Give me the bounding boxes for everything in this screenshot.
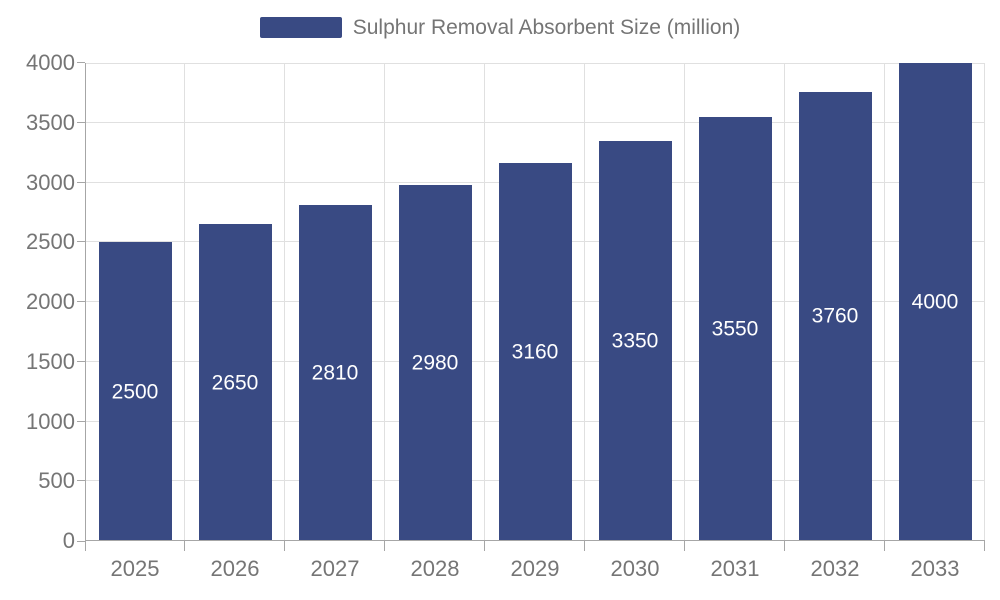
y-axis-label: 3500	[26, 109, 75, 135]
y-axis-tick	[77, 62, 85, 63]
y-axis-label: 2000	[26, 289, 75, 314]
v-gridline	[684, 63, 685, 541]
x-axis-tick	[85, 541, 86, 551]
legend-swatch	[259, 17, 342, 39]
y-axis-tick	[77, 241, 85, 243]
y-axis-tick	[77, 420, 85, 422]
x-axis-tick	[684, 541, 685, 551]
v-gridline	[184, 63, 185, 541]
bar-value-label: 2500	[111, 380, 159, 404]
bar: 3550	[698, 116, 772, 541]
x-axis-tick	[884, 541, 885, 551]
bar-value-label: 2810	[311, 361, 359, 385]
y-axis-tick	[77, 301, 85, 302]
x-axis-tick	[784, 541, 785, 551]
bar: 3160	[498, 163, 572, 541]
bar-value-label: 3550	[711, 317, 759, 341]
bar-value-label: 2650	[211, 371, 259, 395]
y-axis-tick	[77, 480, 85, 482]
h-gridline	[85, 121, 985, 123]
bar: 2810	[298, 205, 372, 541]
y-axis-tick	[77, 360, 85, 362]
y-axis-label: 4000	[26, 50, 75, 75]
x-axis-label: 2026	[210, 556, 260, 581]
bar-value-label: 3760	[811, 304, 859, 328]
x-axis-label: 2031	[710, 556, 760, 581]
y-axis-label: 500	[38, 468, 75, 494]
bar-value-label: 2980	[411, 351, 459, 375]
v-gridline	[584, 63, 585, 541]
v-gridline	[384, 63, 385, 541]
x-axis-label: 2032	[810, 556, 860, 581]
bar: 2500	[98, 242, 172, 541]
x-axis-tick	[584, 541, 585, 551]
x-axis-label: 2028	[410, 556, 460, 581]
v-gridline	[284, 63, 285, 541]
y-axis-label: 3000	[26, 169, 75, 195]
y-axis-label: 1500	[26, 348, 75, 374]
x-axis-label: 2027	[310, 556, 360, 581]
v-gridline	[484, 63, 485, 541]
bar-value-label: 3160	[511, 340, 559, 364]
legend[interactable]: Sulphur Removal Absorbent Size (million)	[0, 15, 1000, 40]
x-axis-label: 2033	[910, 556, 960, 581]
bar: 3350	[598, 140, 672, 541]
bar-value-label: 3350	[611, 329, 659, 353]
legend-label: Sulphur Removal Absorbent Size (million)	[352, 16, 741, 39]
x-axis-label: 2029	[510, 556, 560, 581]
v-gridline	[984, 63, 985, 541]
x-axis-line	[85, 540, 985, 541]
x-axis-label: 2025	[110, 556, 160, 581]
y-axis-tick	[77, 541, 85, 542]
bar: 4000	[898, 63, 972, 541]
x-axis-tick	[384, 541, 385, 551]
y-axis-label: 1000	[26, 408, 75, 434]
x-axis-tick	[484, 541, 485, 551]
y-axis-label: 0	[62, 528, 75, 553]
bar: 3760	[798, 91, 872, 541]
y-axis-tick	[77, 121, 85, 123]
y-axis-tick	[77, 181, 85, 183]
x-axis-tick	[184, 541, 185, 551]
h-gridline	[85, 63, 985, 64]
x-axis-tick	[984, 541, 985, 551]
plot-area: 2500 2650 2810 2980 3160 3350 3550 3760 4000	[85, 63, 985, 541]
bar-value-label: 4000	[911, 290, 959, 314]
x-axis-tick	[284, 541, 285, 551]
bar: 2650	[198, 224, 272, 541]
y-axis-line	[85, 63, 86, 541]
v-gridline	[884, 63, 885, 541]
bar: 2980	[398, 184, 472, 541]
y-axis-label: 2500	[26, 229, 75, 255]
v-gridline	[784, 63, 785, 541]
x-axis-label: 2030	[610, 556, 660, 581]
